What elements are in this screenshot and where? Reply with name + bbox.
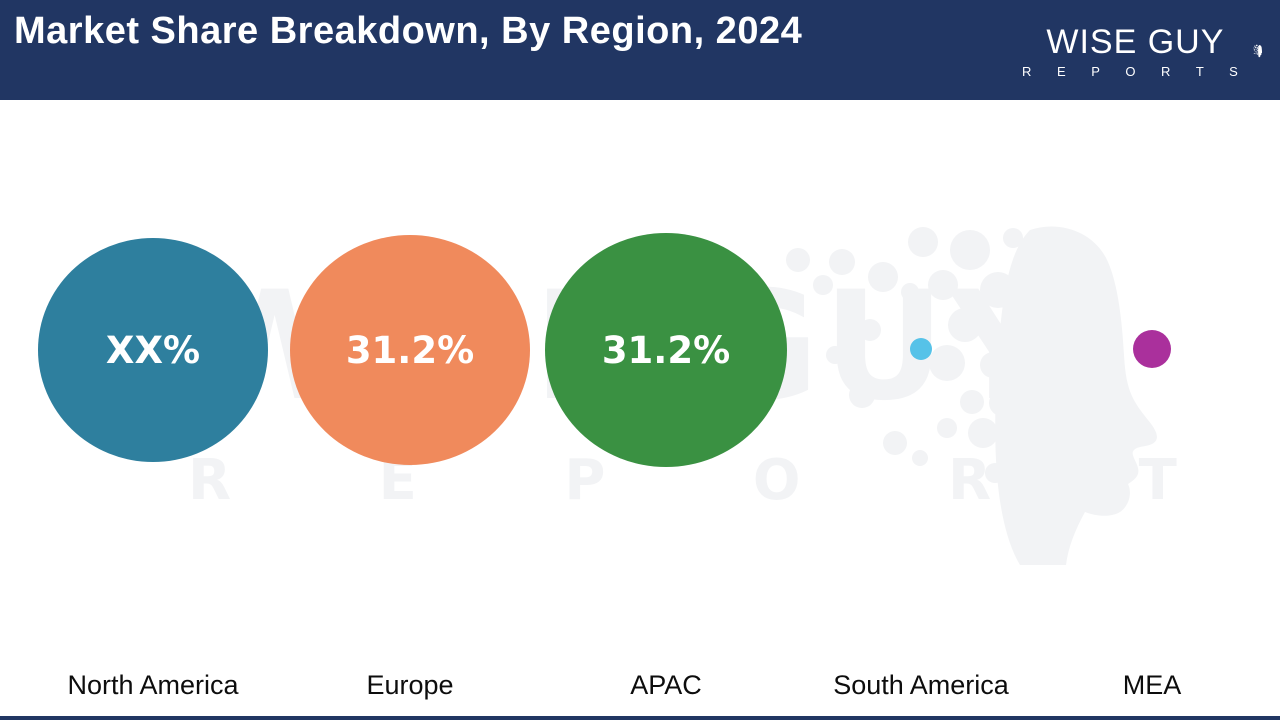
bubble-north-america: XX% — [38, 238, 268, 462]
logo-head-icon — [1253, 44, 1262, 58]
header-bar: Market Share Breakdown, By Region, 2024 … — [0, 0, 1280, 100]
region-label-europe: Europe — [366, 670, 454, 700]
bubble-apac: 31.2% — [545, 233, 787, 467]
bubble-value-label: 31.2% — [601, 328, 731, 372]
logo-text: WISE GUY R E P O R T S — [1022, 23, 1249, 79]
region-label-mea: MEA — [1122, 670, 1182, 700]
logo-wordmark: WISE GUY — [1046, 23, 1225, 61]
logo-subtitle: R E P O R T S — [1022, 64, 1249, 79]
bubble-mea — [1133, 330, 1171, 368]
region-label-north-america: North America — [67, 670, 239, 700]
bubble-europe: 31.2% — [290, 235, 530, 465]
bubble-value-label: 31.2% — [345, 328, 475, 372]
wise-guy-logo: WISE GUY R E P O R T S — [1022, 8, 1262, 94]
region-label-apac: APAC — [630, 670, 702, 700]
region-label-south-america: South America — [833, 670, 1009, 700]
bubble-south-america — [910, 338, 932, 360]
page-title: Market Share Breakdown, By Region, 2024 — [14, 10, 803, 52]
footer-strip — [0, 716, 1280, 720]
bubble-value-label: XX% — [105, 328, 201, 372]
